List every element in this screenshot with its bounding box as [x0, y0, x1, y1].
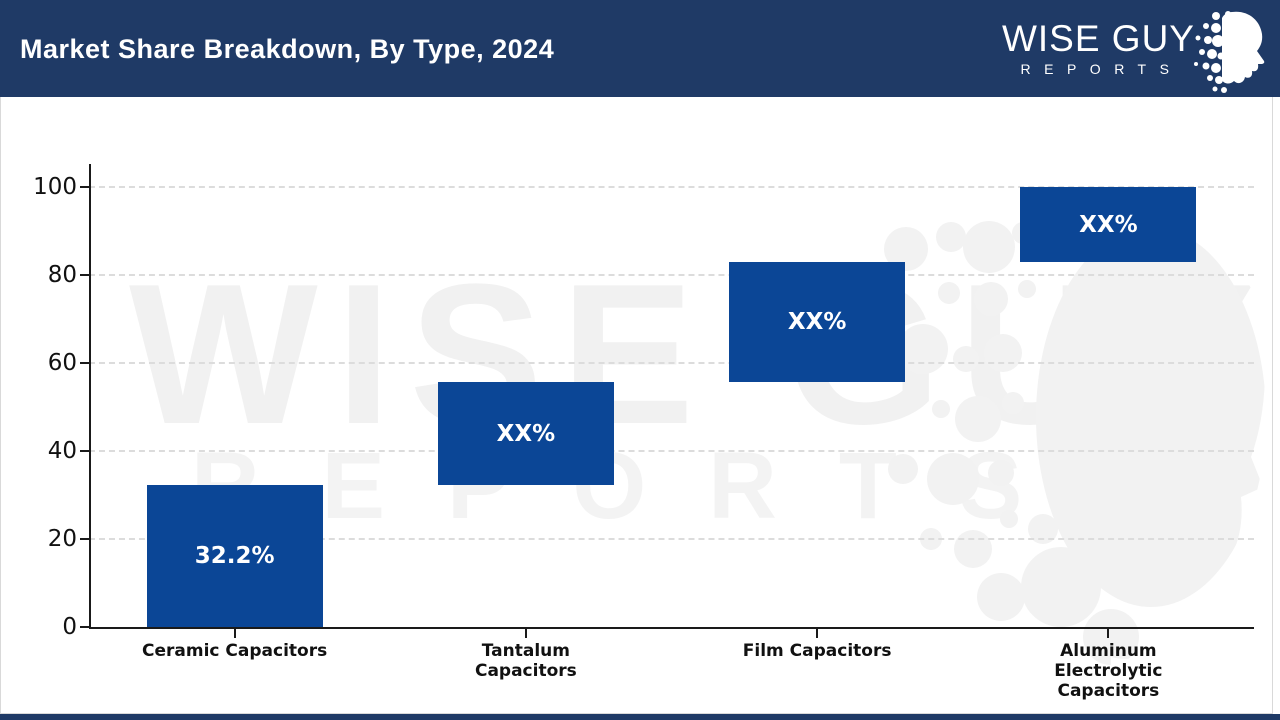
bar-value-label: XX%	[787, 309, 847, 336]
y-axis-tick	[80, 274, 89, 276]
x-category-label: Ceramic Capacitors	[142, 641, 328, 661]
y-tick-label: 100	[33, 174, 77, 200]
x-axis-tick	[816, 629, 819, 638]
bar-segment	[437, 382, 614, 486]
x-axis-tick	[524, 629, 527, 638]
y-tick-label: 0	[62, 614, 77, 640]
wiseguy-logo: WISE GUY REPORTS	[1002, 4, 1270, 94]
footer-accent-bar	[0, 714, 1280, 720]
wiseguy-logo-wordmark: WISE GUY	[1001, 18, 1195, 59]
x-axis-line	[89, 627, 1254, 629]
gridline	[89, 538, 1254, 540]
page-title: Market Share Breakdown, By Type, 2024	[20, 34, 555, 64]
y-tick-label: 60	[47, 350, 77, 376]
bar-value-label: XX%	[496, 420, 556, 447]
y-axis-tick	[80, 362, 89, 364]
y-axis-line	[89, 164, 91, 629]
bar-value-label: 32.2%	[194, 543, 275, 570]
x-axis-tick	[1107, 629, 1110, 638]
y-tick-label: 80	[47, 262, 77, 288]
y-axis-tick	[80, 538, 89, 540]
x-category-label: Aluminum Electrolytic Capacitors	[1054, 641, 1163, 702]
wiseguy-logo-text: WISE GUY REPORTS	[1002, 20, 1195, 77]
y-tick-label: 40	[47, 438, 77, 464]
watermark-dots-head	[884, 221, 1272, 713]
x-category-label: Tantalum Capacitors	[474, 641, 577, 682]
x-category-label: Film Capacitors	[742, 641, 892, 661]
wiseguy-logo-subtitle: REPORTS	[1020, 61, 1183, 77]
wiseguy-head-icon	[1194, 11, 1265, 93]
x-axis-tick	[233, 629, 236, 638]
gridline	[89, 450, 1254, 452]
gridline	[89, 186, 1254, 188]
bar-segment	[729, 262, 906, 383]
bar-value-label: XX%	[1079, 211, 1138, 238]
y-axis-tick	[80, 626, 89, 628]
gridline	[89, 362, 1254, 364]
y-tick-label: 20	[47, 526, 77, 552]
bar-segment	[1020, 187, 1197, 263]
chart-area: WISE GUY REPORTS 0 20 40 60 80 100 32.2% Cerami…	[0, 97, 1273, 714]
y-axis-tick	[80, 450, 89, 452]
gridline	[89, 274, 1254, 276]
header-bar: Market Share Breakdown, By Type, 2024 WI…	[0, 0, 1280, 97]
bar-segment	[146, 485, 323, 627]
y-axis-tick	[80, 186, 89, 188]
